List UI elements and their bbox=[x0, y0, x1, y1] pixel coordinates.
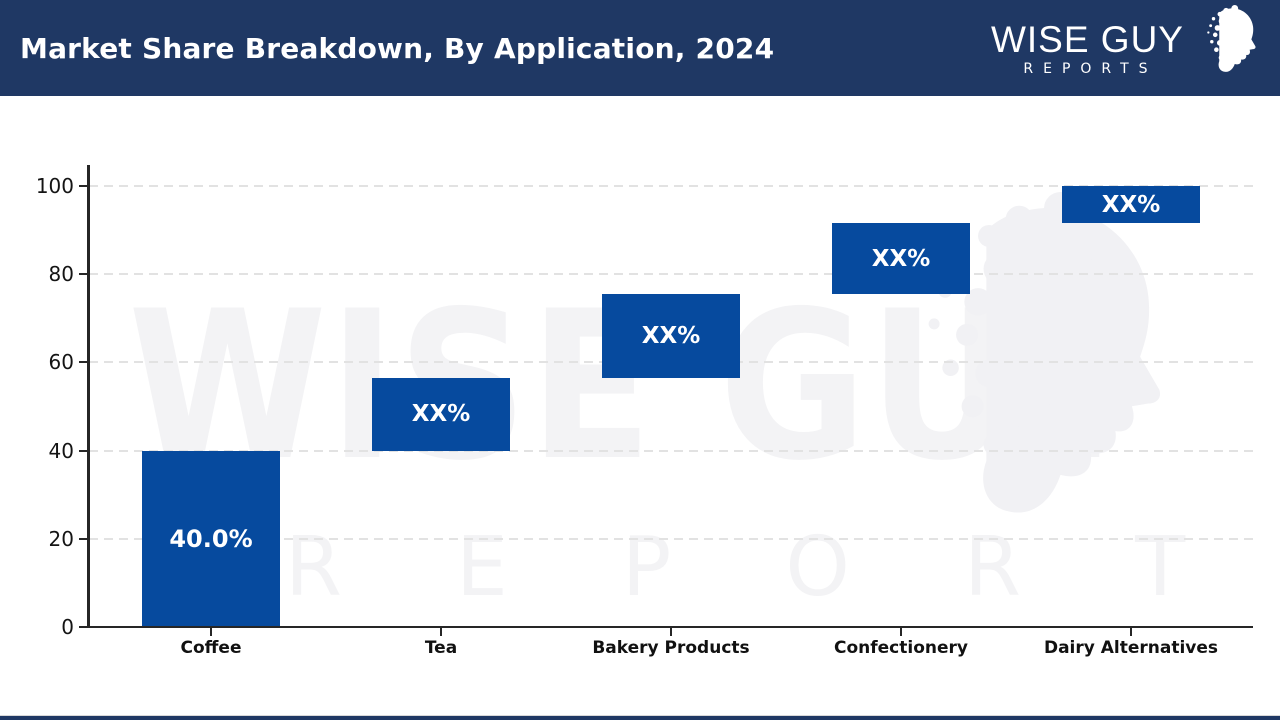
logo-subtitle: REPORTS bbox=[1023, 60, 1158, 77]
y-tick-mark bbox=[79, 537, 88, 540]
y-tick-label: 100 bbox=[35, 174, 74, 198]
y-tick-mark bbox=[79, 185, 88, 187]
x-tick-mark bbox=[900, 628, 902, 636]
logo-text: WISE GUY REPORTS bbox=[991, 21, 1184, 76]
y-tick-label: 20 bbox=[48, 526, 74, 551]
grid-line bbox=[89, 449, 1253, 452]
category-label: Dairy Alternatives bbox=[1043, 638, 1219, 658]
grid-line bbox=[89, 273, 1253, 276]
y-tick-mark bbox=[79, 626, 88, 628]
bar: XX% bbox=[832, 223, 970, 295]
bar-value-label: 40.0% bbox=[169, 524, 253, 553]
y-tick-mark bbox=[79, 449, 88, 452]
watermark-head-icon bbox=[868, 192, 1198, 604]
waterfall-chart: 0 20 40 60 80 100 40.0% Coffee XX% Tea XX% Bakery P… bbox=[0, 96, 1280, 714]
category-label: Coffee bbox=[180, 638, 242, 658]
bar: XX% bbox=[1062, 186, 1200, 224]
footer-divider bbox=[0, 715, 1280, 716]
category-label: Confectionery bbox=[834, 638, 968, 658]
category-label: Bakery Products bbox=[592, 638, 750, 658]
bar: 40.0% bbox=[142, 450, 280, 627]
y-axis-line bbox=[87, 165, 90, 628]
x-tick-mark bbox=[440, 628, 442, 636]
bar: XX% bbox=[602, 294, 740, 378]
bar-value-label: XX% bbox=[871, 245, 931, 272]
x-tick-mark bbox=[210, 628, 212, 636]
wise-guy-reports-logo: WISE GUY REPORTS bbox=[991, 5, 1280, 91]
x-tick-mark bbox=[670, 628, 672, 636]
x-tick-mark bbox=[1130, 628, 1132, 636]
y-tick-mark bbox=[79, 361, 88, 364]
y-tick-label: 80 bbox=[48, 262, 74, 287]
grid-line bbox=[89, 537, 1253, 540]
header-bar: Market Share Breakdown, By Application, … bbox=[0, 0, 1280, 96]
footer-accent-bar bbox=[0, 716, 1280, 720]
bar: XX% bbox=[372, 377, 510, 451]
y-tick-label: 0 bbox=[61, 615, 74, 639]
logo-head-icon bbox=[1188, 5, 1270, 91]
y-tick-label: 60 bbox=[48, 350, 74, 375]
y-tick-mark bbox=[79, 273, 88, 276]
y-tick-label: 40 bbox=[48, 438, 74, 463]
category-label: Tea bbox=[424, 638, 458, 658]
watermark-subtitle: R E P O R T S bbox=[285, 520, 1280, 615]
logo-wordmark: WISE GUY bbox=[990, 18, 1184, 60]
page-title: Market Share Breakdown, By Application, … bbox=[20, 31, 775, 65]
grid-line bbox=[89, 185, 1253, 187]
bar-value-label: XX% bbox=[411, 401, 471, 428]
x-axis-line bbox=[87, 625, 1253, 628]
bar-value-label: XX% bbox=[1101, 191, 1161, 218]
bar-value-label: XX% bbox=[641, 322, 701, 349]
